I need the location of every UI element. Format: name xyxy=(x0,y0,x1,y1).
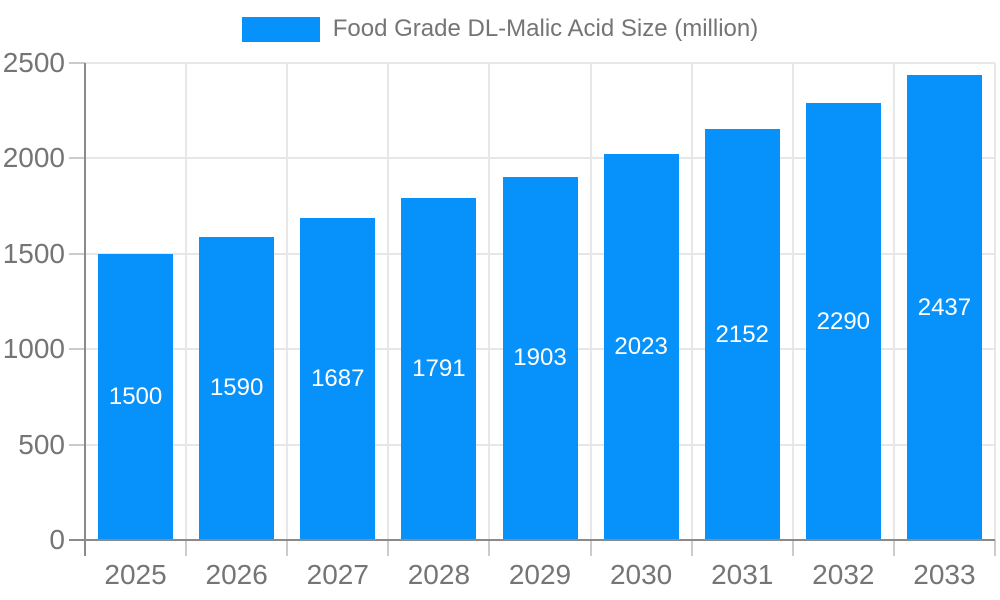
legend: Food Grade DL-Malic Acid Size (million) xyxy=(0,15,1000,43)
bar-value-label: 2152 xyxy=(715,320,769,348)
x-tick-label: 2030 xyxy=(609,559,673,590)
bar-value-label: 1500 xyxy=(108,382,163,410)
bar-value-label: 2023 xyxy=(614,333,668,360)
x-tick-label: 2027 xyxy=(306,559,369,590)
y-axis-line xyxy=(84,63,86,556)
y-gridline xyxy=(85,62,995,64)
x-tick-label: 2032 xyxy=(812,559,875,590)
y-tick-label: 1000 xyxy=(2,333,65,365)
x-tick-label: 2029 xyxy=(508,559,572,590)
bar-value-label: 1590 xyxy=(209,374,264,402)
x-tick xyxy=(690,540,693,556)
legend-swatch xyxy=(241,16,320,42)
bar xyxy=(502,176,578,540)
bar xyxy=(199,236,275,540)
x-tick-label: 2031 xyxy=(711,559,774,590)
y-tick-label: 1500 xyxy=(2,237,65,269)
x-tick xyxy=(185,540,188,556)
y-tick xyxy=(69,157,85,160)
x-tick-label: 2028 xyxy=(407,559,471,590)
x-gridline xyxy=(994,63,996,540)
bar xyxy=(98,253,174,540)
y-tick-label: 0 xyxy=(49,524,65,555)
bar-value-label: 1687 xyxy=(311,365,365,393)
y-tick xyxy=(69,443,85,446)
bar-value-label: 2437 xyxy=(917,293,972,321)
bar-value-label: 1791 xyxy=(412,355,466,383)
bar xyxy=(300,218,376,540)
y-tick-label: 2000 xyxy=(2,142,65,174)
x-axis-line xyxy=(69,539,995,541)
y-gridline xyxy=(85,157,995,160)
x-gridline xyxy=(589,63,592,540)
x-tick xyxy=(286,540,289,556)
x-gridline xyxy=(488,63,491,540)
x-gridline xyxy=(185,63,188,540)
x-tick-label: 2033 xyxy=(913,559,976,590)
x-tick xyxy=(387,540,390,556)
x-tick xyxy=(791,540,794,556)
bar xyxy=(603,154,679,540)
x-tick xyxy=(589,540,592,556)
bar xyxy=(805,103,881,540)
x-tick-label: 2025 xyxy=(104,559,167,590)
y-tick xyxy=(69,348,85,351)
y-tick xyxy=(69,62,85,64)
x-gridline xyxy=(387,63,390,540)
y-tick-label: 2500 xyxy=(2,47,65,78)
bar-value-label: 1903 xyxy=(513,344,567,372)
x-tick xyxy=(488,540,491,556)
x-gridline xyxy=(892,63,895,540)
x-tick xyxy=(994,540,996,556)
bar xyxy=(401,198,477,540)
y-tick-label: 500 xyxy=(18,428,65,460)
x-tick-label: 2026 xyxy=(205,559,268,590)
bar-value-label: 2290 xyxy=(816,307,871,335)
x-gridline xyxy=(286,63,289,540)
legend-label: Food Grade DL-Malic Acid Size (million) xyxy=(332,15,759,42)
y-tick xyxy=(69,252,85,255)
x-gridline xyxy=(791,63,794,540)
x-gridline xyxy=(690,63,693,540)
x-tick xyxy=(892,540,895,556)
bar xyxy=(906,75,982,540)
bar xyxy=(704,129,780,540)
